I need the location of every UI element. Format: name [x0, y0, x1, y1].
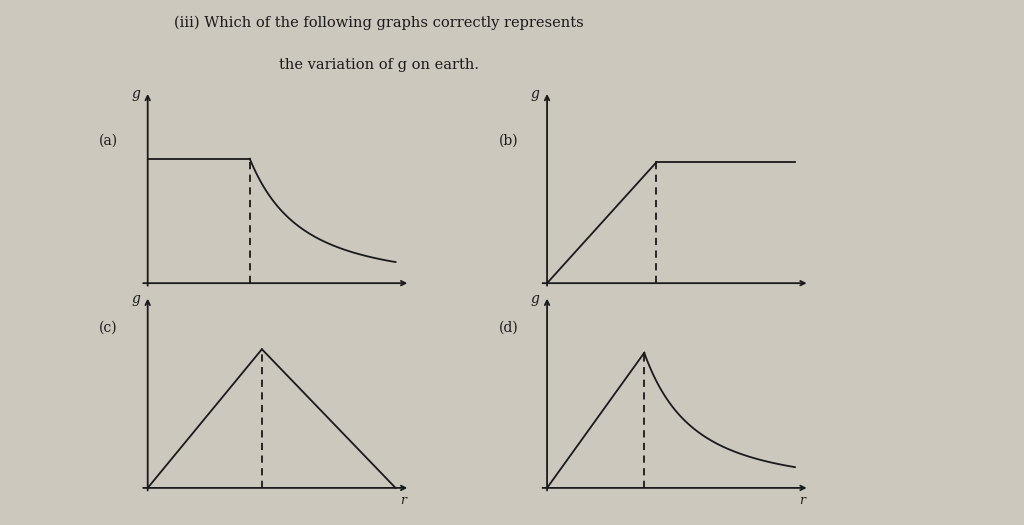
Text: g: g	[131, 292, 140, 306]
Text: g: g	[530, 87, 540, 101]
Text: the variation of g on earth.: the variation of g on earth.	[279, 58, 479, 72]
Text: g: g	[131, 87, 140, 101]
Text: (b): (b)	[499, 133, 518, 148]
Text: R: R	[651, 289, 662, 302]
Text: g: g	[530, 292, 540, 306]
Text: r: r	[799, 494, 805, 507]
Text: (d): (d)	[499, 320, 518, 334]
Text: R: R	[245, 289, 255, 302]
Text: r: r	[399, 289, 406, 302]
Text: r: r	[799, 289, 805, 302]
Text: (iii) Which of the following graphs correctly represents: (iii) Which of the following graphs corr…	[174, 16, 584, 30]
Text: (c): (c)	[99, 320, 118, 334]
Text: (a): (a)	[99, 133, 118, 148]
Text: r: r	[399, 494, 406, 507]
